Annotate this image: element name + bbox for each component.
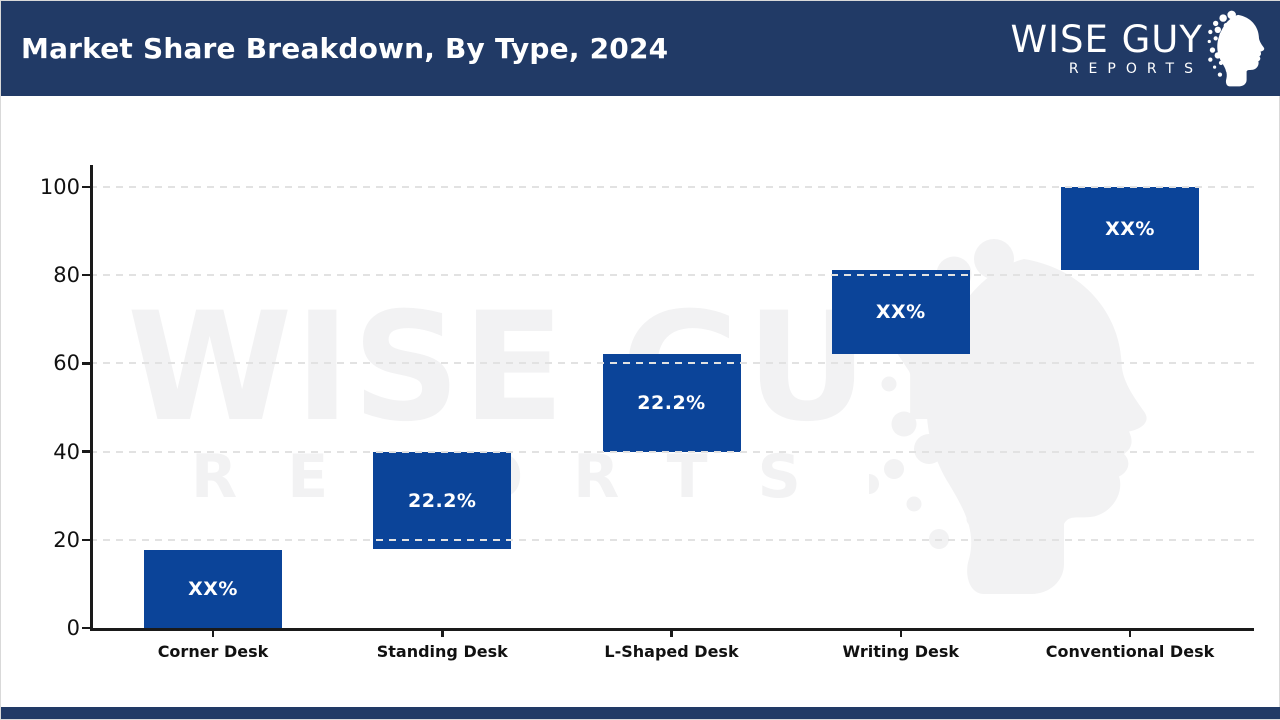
bar-l-shaped-desk: 22.2% [602, 353, 741, 452]
x-tick-mark [899, 629, 902, 637]
gridline-80 [90, 274, 1254, 277]
gridline-60 [90, 362, 1254, 365]
y-axis-tick-0: 0 [66, 616, 80, 640]
x-axis-label-1: Corner Desk [157, 642, 269, 661]
logo-wordmark: WISE GUY [1010, 18, 1203, 62]
bar-writing-desk: XX% [831, 270, 970, 354]
gridline-20 [90, 538, 1254, 541]
y-tick-mark [82, 273, 90, 277]
y-tick-mark [82, 362, 90, 365]
bar-conventional-desk: XX% [1061, 187, 1199, 271]
y-axis-line [90, 164, 93, 631]
y-tick-mark [82, 538, 90, 542]
x-axis-label-5: Conventional Desk [1045, 642, 1215, 661]
header-bar: Market Share Breakdown, By Type, 2024 WI… [1, 1, 1280, 96]
y-tick-mark [82, 185, 90, 189]
y-tick-mark [82, 450, 90, 453]
x-tick-mark [211, 629, 215, 637]
chart-plot-area: XX% Corner Desk 22.2% Standing Desk 22.2% L-S… [1, 96, 1280, 720]
bar-value-label: XX% [188, 577, 238, 600]
x-axis-line [90, 628, 1254, 631]
y-axis-tick-80: 80 [53, 263, 80, 288]
wise-guy-reports-logo: WISE GUY REPORTS [1011, 5, 1269, 93]
watermark-head-icon [869, 239, 1147, 594]
bar-value-label: XX% [1105, 217, 1155, 240]
logo-head-icon [1207, 10, 1265, 87]
footer-bar [1, 707, 1280, 719]
y-tick-mark [82, 626, 90, 630]
x-axis-label-4: Writing Desk [842, 642, 960, 661]
logo-reports-text: REPORTS [1068, 60, 1203, 77]
bar-value-label: XX% [875, 301, 926, 324]
x-tick-mark [441, 629, 444, 637]
bar-corner-desk: XX% [144, 549, 282, 628]
bar-value-label: 22.2% [408, 489, 477, 512]
x-axis-label-3: L-Shaped Desk [604, 642, 739, 661]
y-axis-tick-40: 40 [53, 439, 80, 464]
gridline-40 [90, 450, 1254, 453]
x-tick-mark [670, 629, 673, 637]
logo-text: WISE GUY REPORTS [1010, 18, 1203, 77]
page-title: Market Share Breakdown, By Type, 2024 [21, 32, 669, 65]
x-axis-label-2: Standing Desk [376, 642, 508, 661]
y-axis-tick-60: 60 [53, 351, 80, 376]
y-axis-tick-100: 100 [39, 175, 80, 199]
bar-value-label: 22.2% [637, 391, 706, 414]
gridline-100 [90, 186, 1254, 188]
bar-standing-desk: 22.2% [373, 451, 512, 550]
x-tick-mark [1128, 629, 1132, 637]
y-axis-tick-20: 20 [53, 527, 80, 552]
